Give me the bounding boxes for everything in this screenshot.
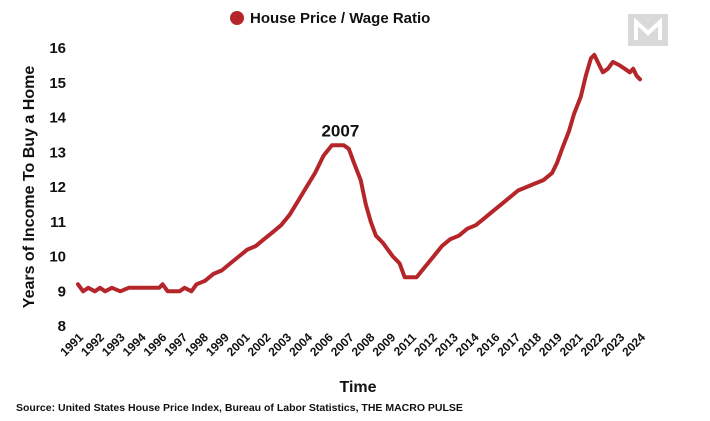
- y-tick-label: 8: [58, 318, 66, 335]
- y-tick-label: 9: [58, 283, 66, 300]
- y-tick-label: 16: [49, 40, 66, 57]
- y-tick-label: 14: [49, 110, 66, 127]
- y-tick-label: 15: [49, 75, 66, 92]
- y-axis-ticks: 8 9 10 11 12 13 14 15 16: [49, 40, 66, 335]
- annotation-2007: 2007: [321, 121, 359, 140]
- y-axis-title: Years of Income To Buy a Home: [21, 66, 38, 309]
- logo-m-icon: [634, 17, 662, 40]
- x-tick-label: 2024: [619, 330, 648, 359]
- legend-label: House Price / Wage Ratio: [250, 10, 430, 27]
- logo-watermark: [628, 14, 668, 46]
- series-line: [76, 52, 642, 294]
- y-tick-label: 10: [49, 249, 66, 266]
- x-axis-ticks: 1991199219931994199619971998199920012002…: [57, 330, 648, 359]
- x-axis-title: Time: [339, 379, 376, 396]
- legend: House Price / Wage Ratio: [230, 10, 430, 27]
- y-tick-label: 13: [49, 144, 66, 161]
- legend-marker: [230, 11, 244, 25]
- y-tick-label: 12: [49, 179, 66, 196]
- y-tick-label: 11: [50, 214, 66, 231]
- source-note: Source: United States House Price Index,…: [16, 402, 463, 414]
